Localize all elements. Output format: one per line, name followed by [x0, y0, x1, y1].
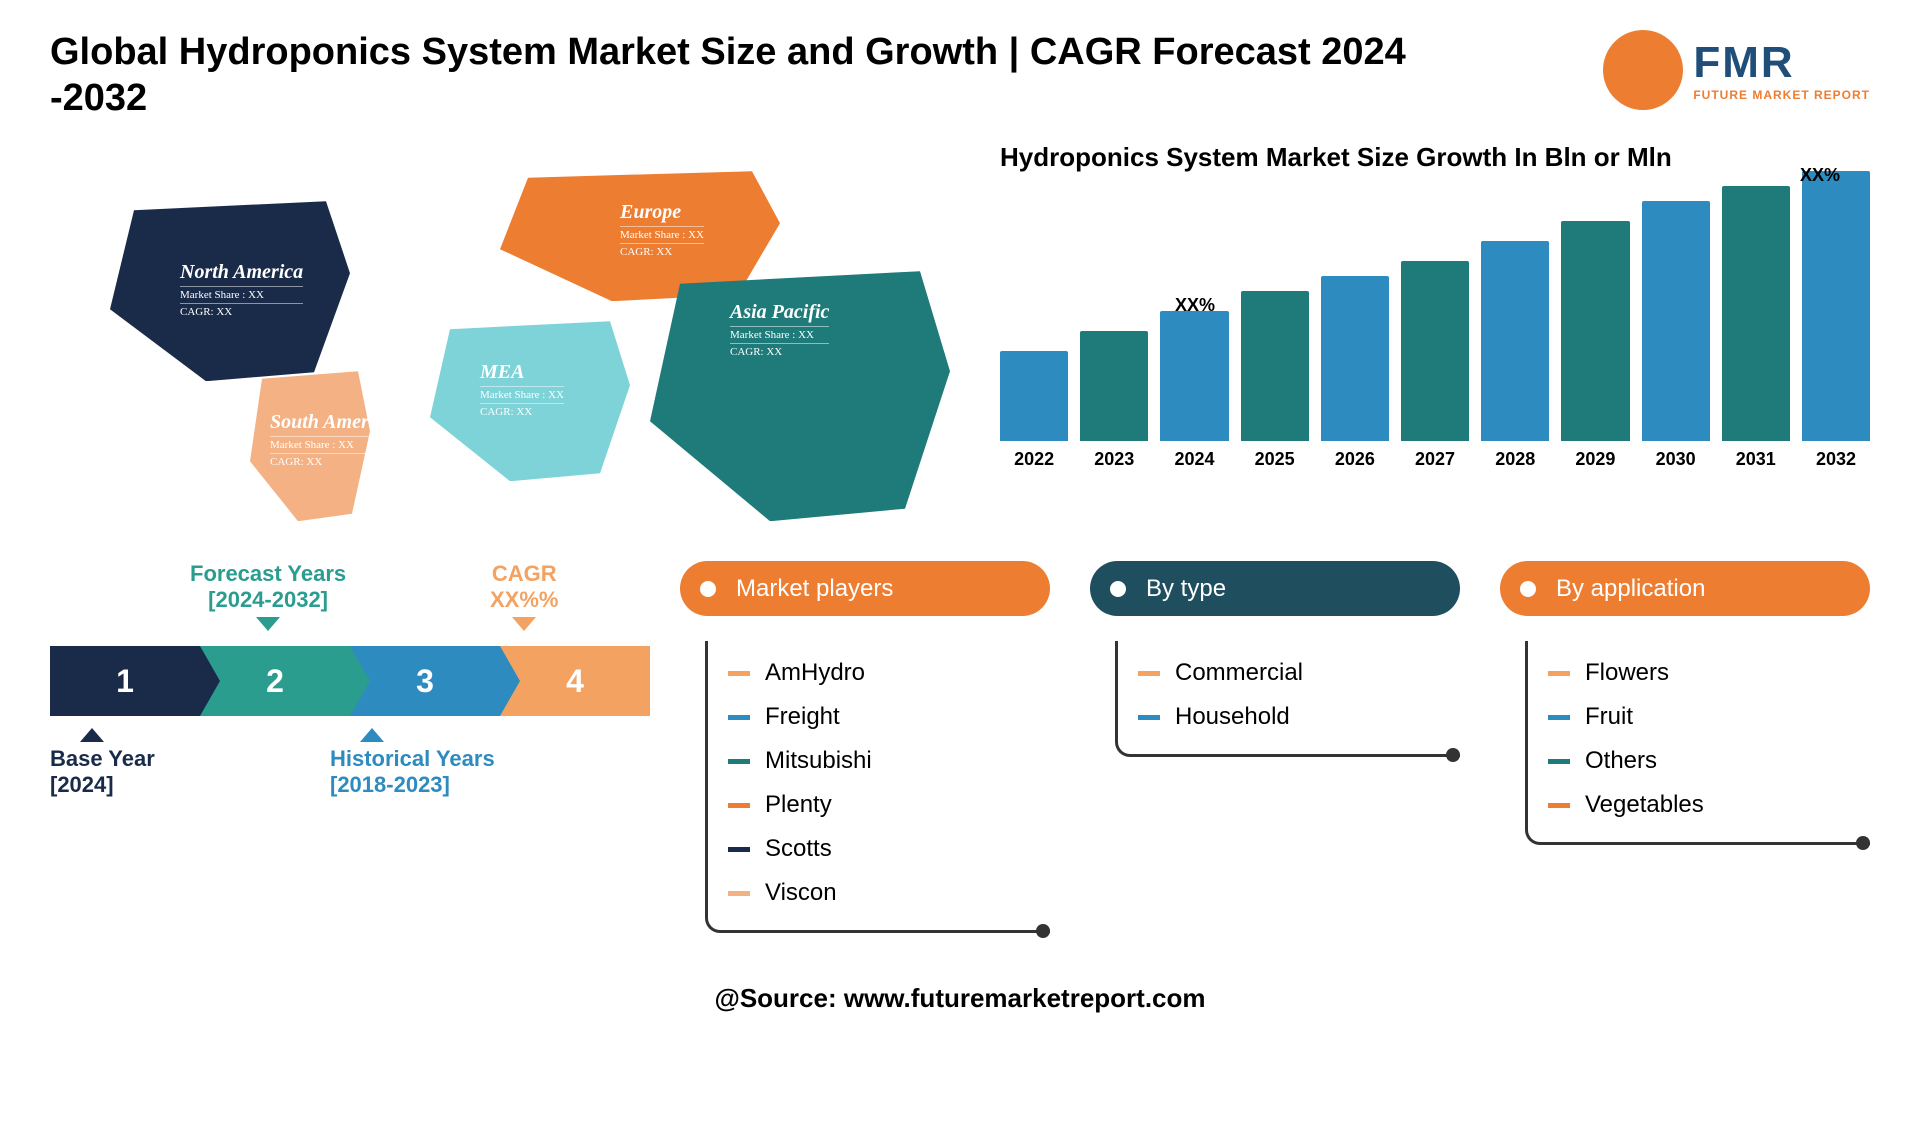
category-header: By application: [1500, 561, 1870, 616]
bar-year: 2026: [1335, 449, 1375, 470]
item-marker: [1138, 671, 1160, 676]
category-column: By application FlowersFruitOthersVegetabl…: [1500, 561, 1870, 933]
logo-sub: FUTURE MARKET REPORT: [1693, 88, 1870, 102]
category-column: By type CommercialHousehold: [1090, 561, 1460, 933]
world-map: North AmericaMarket Share : XXCAGR: XX So…: [50, 141, 970, 521]
region-label: South AmericaMarket Share : XXCAGR: XX: [270, 411, 393, 468]
item-marker: [728, 891, 750, 896]
bar: [1401, 261, 1469, 441]
bar-year: 2031: [1736, 449, 1776, 470]
timeline-top-label: CAGRXX%%: [490, 561, 558, 613]
chart-annotation: XX%: [1175, 295, 1215, 316]
logo: FMR FUTURE MARKET REPORT: [1603, 30, 1870, 110]
item-marker: [1548, 803, 1570, 808]
page-title: Global Hydroponics System Market Size an…: [50, 30, 1450, 121]
logo-main: FMR: [1693, 38, 1870, 88]
region-label: North AmericaMarket Share : XXCAGR: XX: [180, 261, 303, 318]
bar-col: 2028: [1481, 241, 1549, 470]
timeline: Forecast Years[2024-2032] CAGRXX%% 1.tl-s…: [50, 561, 650, 933]
bar-col: 2022: [1000, 351, 1068, 470]
bar-col: 2023: [1080, 331, 1148, 470]
growth-chart: Hydroponics System Market Size Growth In…: [1000, 141, 1870, 521]
bar-col: 2032: [1802, 171, 1870, 470]
category-column: Market players AmHydroFreightMitsubishiPl…: [680, 561, 1050, 933]
category-item: Mitsubishi: [708, 739, 1050, 783]
category-item: Fruit: [1528, 695, 1870, 739]
bar-year: 2030: [1656, 449, 1696, 470]
timeline-bottom-label: Historical Years[2018-2023]: [330, 746, 495, 798]
category-item: Others: [1528, 739, 1870, 783]
bar-col: 2029: [1561, 221, 1629, 470]
timeline-segment: 1.tl-seg:nth-child(1)::after{border-left…: [50, 646, 200, 716]
bar: [1481, 241, 1549, 441]
category-item: Flowers: [1528, 651, 1870, 695]
timeline-top-label: Forecast Years[2024-2032]: [190, 561, 346, 613]
bar: [1802, 171, 1870, 441]
bar-col: 2031: [1722, 186, 1790, 470]
category-list: FlowersFruitOthersVegetables: [1525, 641, 1870, 845]
region-label: Asia PacificMarket Share : XXCAGR: XX: [730, 301, 829, 358]
category-header: Market players: [680, 561, 1050, 616]
category-item: Scotts: [708, 827, 1050, 871]
timeline-segment: 2.tl-seg:nth-child(2)::after{border-left…: [200, 646, 350, 716]
category-item: Commercial: [1118, 651, 1460, 695]
category-header: By type: [1090, 561, 1460, 616]
bar: [1080, 331, 1148, 441]
bar-col: 2030: [1642, 201, 1710, 470]
timeline-segment: 4: [500, 646, 650, 716]
category-item: AmHydro: [708, 651, 1050, 695]
header-dot-icon: [700, 581, 716, 597]
header-dot-icon: [1520, 581, 1536, 597]
category-item: Household: [1118, 695, 1460, 739]
bar-year: 2027: [1415, 449, 1455, 470]
bar-year: 2022: [1014, 449, 1054, 470]
item-marker: [1138, 715, 1160, 720]
bar-col: 2027: [1401, 261, 1469, 470]
item-marker: [728, 715, 750, 720]
bar: [1722, 186, 1790, 441]
bar: [1561, 221, 1629, 441]
bar-year: 2029: [1575, 449, 1615, 470]
category-item: Freight: [708, 695, 1050, 739]
item-marker: [1548, 671, 1570, 676]
category-item: Viscon: [708, 871, 1050, 915]
header-dot-icon: [1110, 581, 1126, 597]
category-list: CommercialHousehold: [1115, 641, 1460, 757]
bar-year: 2028: [1495, 449, 1535, 470]
category-item: Vegetables: [1528, 783, 1870, 827]
item-marker: [728, 803, 750, 808]
bar-year: 2023: [1094, 449, 1134, 470]
item-marker: [728, 847, 750, 852]
timeline-segment: 3.tl-seg:nth-child(3)::after{border-left…: [350, 646, 500, 716]
chart-annotation: XX%: [1800, 165, 1840, 186]
item-marker: [1548, 715, 1570, 720]
item-marker: [728, 759, 750, 764]
bar-year: 2024: [1174, 449, 1214, 470]
item-marker: [728, 671, 750, 676]
region-label: MEAMarket Share : XXCAGR: XX: [480, 361, 564, 418]
bar: [1321, 276, 1389, 441]
bar: [1160, 311, 1228, 441]
category-item: Plenty: [708, 783, 1050, 827]
category-list: AmHydroFreightMitsubishiPlentyScottsVisc…: [705, 641, 1050, 933]
bar: [1000, 351, 1068, 441]
timeline-bottom-label: Base Year[2024]: [50, 746, 155, 798]
bar-col: 2024: [1160, 311, 1228, 470]
chart-title: Hydroponics System Market Size Growth In…: [1000, 141, 1870, 175]
bar-col: 2026: [1321, 276, 1389, 470]
item-marker: [1548, 759, 1570, 764]
logo-icon: [1603, 30, 1683, 110]
bar: [1241, 291, 1309, 441]
source-text: @Source: www.futuremarketreport.com: [50, 983, 1870, 1014]
bar-year: 2032: [1816, 449, 1856, 470]
bar-col: 2025: [1241, 291, 1309, 470]
bar: [1642, 201, 1710, 441]
region-label: EuropeMarket Share : XXCAGR: XX: [620, 201, 704, 258]
bar-year: 2025: [1255, 449, 1295, 470]
